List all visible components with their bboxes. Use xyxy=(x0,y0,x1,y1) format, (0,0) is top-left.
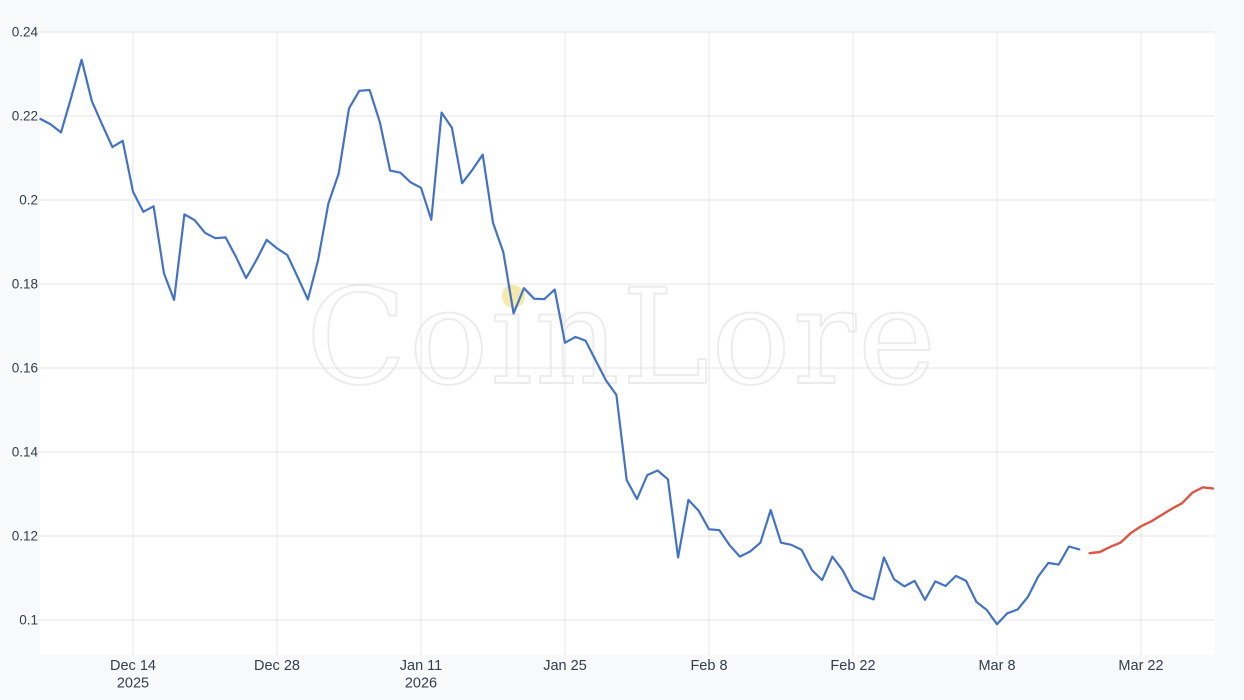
watermark-text: CoinLore xyxy=(306,261,938,415)
y-axis-label: 0.12 xyxy=(12,529,38,544)
x-axis-label: Feb 22 xyxy=(830,658,875,674)
x-axis-label: Mar 22 xyxy=(1118,658,1163,674)
x-axis-labels: Dec 14 2025 Dec 28 Jan 11 2026 Jan 25 Feb 8 Feb… xyxy=(110,658,1164,692)
y-axis-label: 0.22 xyxy=(12,109,38,124)
y-axis-label: 0.14 xyxy=(12,445,39,460)
history-line xyxy=(39,58,1081,626)
plot-area xyxy=(40,32,1215,655)
y-axis-labels: 0.24 0.22 0.2 0.18 0.16 0.14 0.12 0.1 xyxy=(12,25,39,628)
y-axis-label: 0.16 xyxy=(12,361,38,376)
x-axis-label: Feb 8 xyxy=(690,658,727,674)
forecast-line xyxy=(1088,486,1215,555)
y-axis-label: 0.18 xyxy=(12,277,38,292)
x-axis-year-label: 2026 xyxy=(405,676,437,692)
highlight-marker xyxy=(502,285,526,309)
gridlines xyxy=(36,31,1215,655)
y-axis-label: 0.2 xyxy=(19,193,38,208)
x-axis-label: Mar 8 xyxy=(978,658,1015,674)
x-axis-label: Jan 11 xyxy=(400,658,442,674)
y-axis-label: 0.1 xyxy=(19,613,38,628)
x-axis-year-label: 2025 xyxy=(117,676,149,692)
x-axis-label: Dec 14 xyxy=(110,658,156,674)
x-axis-label: Dec 28 xyxy=(254,658,300,674)
y-axis-label: 0.24 xyxy=(12,25,39,40)
x-axis-label: Jan 25 xyxy=(543,658,587,674)
